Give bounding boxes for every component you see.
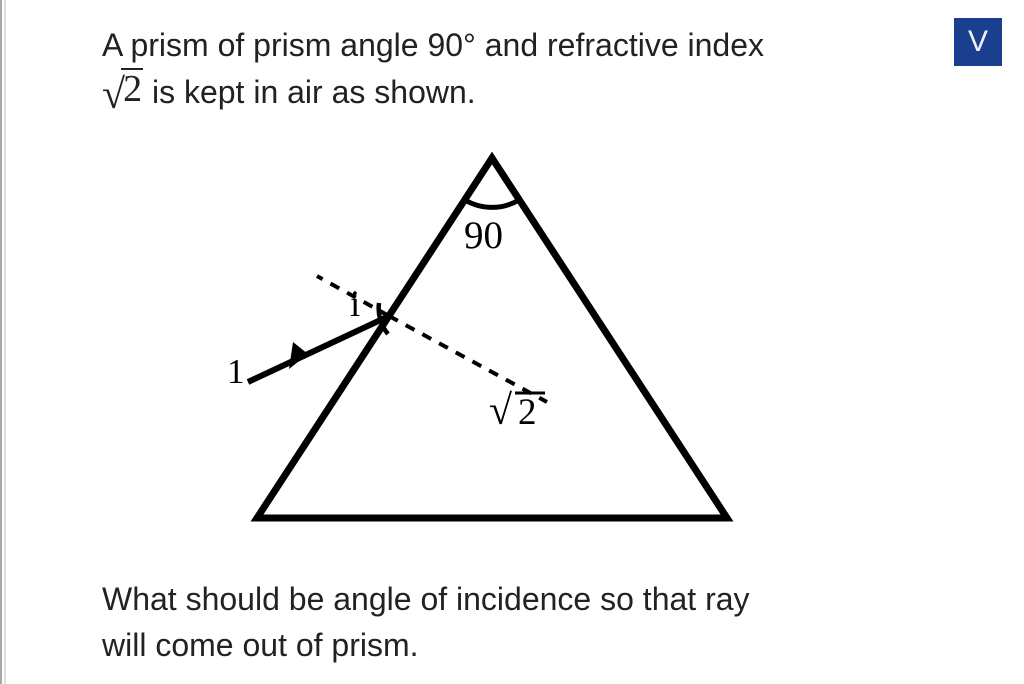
question-top-line1-pre: A prism of prism angle [102, 27, 427, 63]
apex-arc [465, 200, 519, 207]
label-one: 1 [227, 352, 245, 391]
diagram-svg: 90 i 1 √2 [202, 148, 782, 548]
sqrt-two-inline: 2 [102, 68, 143, 116]
label-i: i [350, 284, 360, 325]
prism-diagram: 90 i 1 √2 [202, 148, 782, 548]
question-bottom-line2: will come out of prism. [102, 627, 419, 663]
page: V A prism of prism angle 90° and refract… [0, 0, 1024, 684]
label-sqrt-sign: √ [489, 388, 513, 434]
label-sqrt-radicand: 2 [518, 392, 537, 433]
incident-arrow [289, 342, 308, 369]
question-bottom: What should be angle of incidence so tha… [102, 576, 922, 669]
dashed-extension [389, 316, 547, 402]
badge[interactable]: V [954, 18, 1002, 66]
label-90: 90 [464, 214, 503, 257]
question-bottom-line1: What should be angle of incidence so tha… [102, 581, 750, 617]
question-top-line1-post: and refractive index [476, 27, 764, 63]
question-top-angle: 90° [427, 27, 475, 63]
left-margin-line [4, 0, 6, 684]
question-top: A prism of prism angle 90° and refractiv… [102, 22, 922, 116]
triangle [257, 158, 727, 518]
sqrt-radicand: 2 [121, 68, 143, 110]
question-top-line2-rest: is kept in air as shown. [143, 74, 476, 110]
